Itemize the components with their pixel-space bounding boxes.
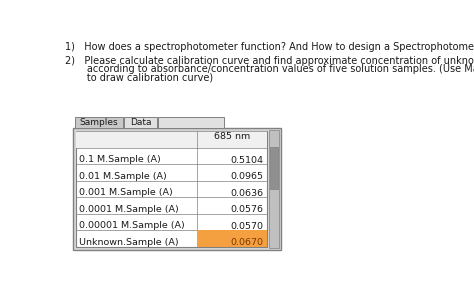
Bar (76, 131, 267, 148)
Text: 0.001 M.Sample (A): 0.001 M.Sample (A) (80, 188, 173, 197)
Text: 0.0965: 0.0965 (231, 172, 264, 182)
Text: 0.0001 M.Sample (A): 0.0001 M.Sample (A) (80, 205, 179, 214)
Bar (75, 117, 123, 128)
Text: 0.5104: 0.5104 (231, 156, 264, 165)
Bar (197, 230, 267, 247)
Text: 0.0576: 0.0576 (231, 205, 264, 215)
Text: 1)   How does a spectrophotometer function? And How to design a Spectrophotomete: 1) How does a spectrophotometer function… (65, 42, 474, 52)
Text: Samples: Samples (80, 118, 118, 127)
Text: 0.0636: 0.0636 (231, 189, 264, 198)
Text: 0.0570: 0.0570 (231, 222, 264, 231)
Bar (76, 131, 267, 247)
Text: 2)   Please calculate calibration curve and find approximate concentration of un: 2) Please calculate calibration curve an… (65, 56, 474, 66)
Text: 0.1 M.Sample (A): 0.1 M.Sample (A) (80, 155, 161, 164)
Text: according to absorbance/concentration values of five solution samples. (Use Matl: according to absorbance/concentration va… (65, 64, 474, 74)
Text: 685 nm: 685 nm (214, 132, 250, 141)
Bar (268, 130, 279, 248)
Text: Unknown.Sample (A): Unknown.Sample (A) (80, 238, 179, 247)
Text: 0.01 M.Sample (A): 0.01 M.Sample (A) (80, 172, 167, 181)
Bar (73, 128, 281, 250)
Text: to draw calibration curve): to draw calibration curve) (65, 73, 214, 83)
Bar (124, 117, 157, 128)
Bar (158, 117, 224, 128)
Text: Data: Data (130, 118, 151, 127)
Text: 0.00001 M.Sample (A): 0.00001 M.Sample (A) (80, 221, 185, 230)
Text: 0.0670: 0.0670 (231, 239, 264, 247)
Bar (270, 147, 278, 189)
